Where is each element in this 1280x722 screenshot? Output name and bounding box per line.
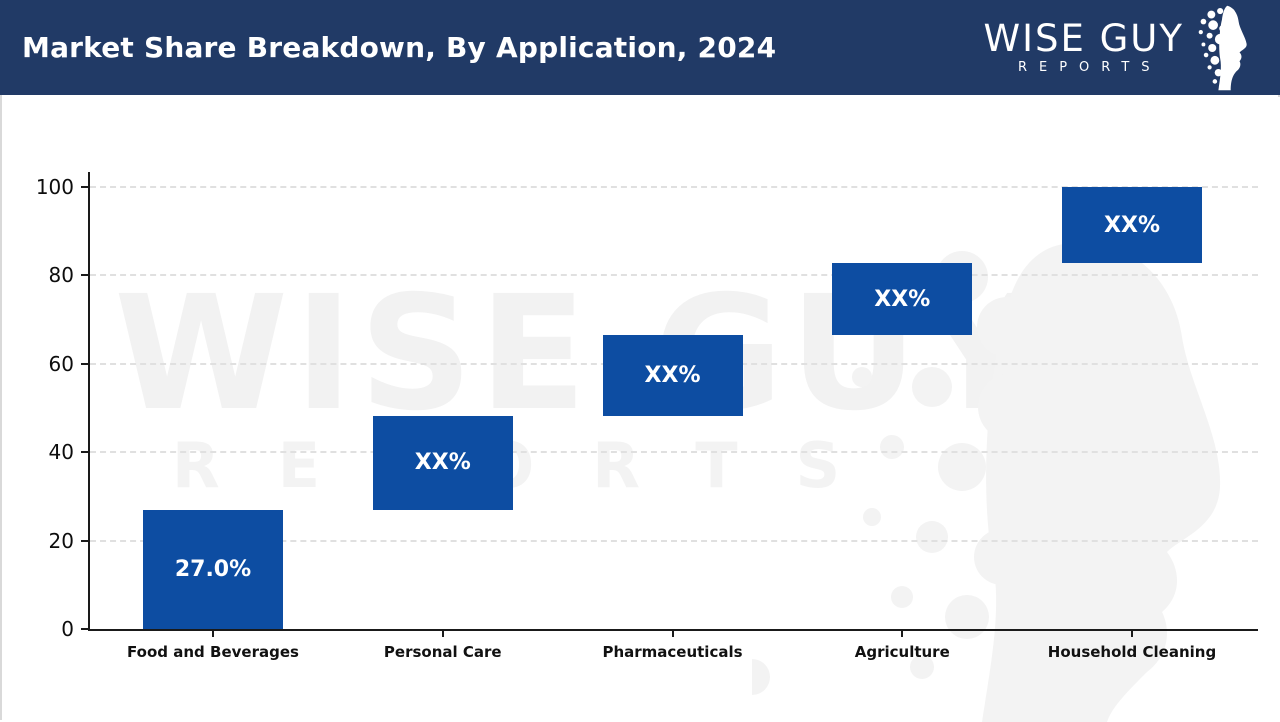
y-axis-tick-label: 20 (48, 528, 74, 553)
x-axis-category-label: Agriculture (854, 643, 950, 661)
y-axis-tick-label: 60 (48, 351, 74, 376)
logo-wordmark-text: WISE GUY (983, 17, 1184, 61)
x-axis-category-label: Pharmaceuticals (602, 643, 743, 661)
y-gridline (90, 274, 1258, 277)
bar-value-label: XX% (644, 363, 701, 388)
x-axis-tick (1131, 631, 1133, 637)
y-axis-tick (81, 451, 90, 454)
bar-value-label: XX% (1104, 212, 1160, 238)
y-axis-tick (81, 274, 90, 277)
x-axis-tick (671, 631, 674, 637)
x-axis-category-label: Household Cleaning (1047, 643, 1217, 661)
x-axis-category-label: Personal Care (383, 643, 502, 661)
y-axis-tick-label: 0 (61, 617, 74, 641)
x-axis-tick (212, 631, 214, 637)
x-axis-category-label: Food and Beverages (127, 643, 299, 661)
y-gridline (90, 451, 1258, 454)
chart-area: WISE GUY REPORTS 0 20 40 60 80 100 27.0% Food a… (2, 97, 1280, 722)
waterfall-bar: 27.0% (143, 509, 283, 629)
y-axis-tick (81, 628, 90, 630)
y-gridline (90, 539, 1258, 542)
plot-area: 0 20 40 60 80 100 27.0% Food and Beverages XX% Pe… (2, 97, 1280, 722)
y-axis-tick (81, 362, 90, 365)
bar-value-label: XX% (874, 286, 931, 312)
header-bar: Market Share Breakdown, By Application, … (0, 0, 1280, 95)
waterfall-bar: XX% (602, 335, 743, 416)
waterfall-bar: XX% (832, 263, 973, 336)
logo-subtitle-text: REPORTS (1017, 59, 1162, 75)
bar-value-label: XX% (414, 450, 471, 476)
y-axis-line (88, 172, 90, 631)
x-axis-line (88, 629, 1258, 631)
y-axis-tick-label: 80 (48, 263, 74, 288)
x-axis-tick (901, 631, 904, 637)
brand-logo: WISE GUY REPORTS (984, 4, 1256, 92)
y-axis-tick-label: 100 (35, 175, 74, 199)
logo-wordmark: WISE GUY REPORTS (983, 17, 1184, 75)
y-gridline (90, 186, 1258, 188)
y-axis-tick-label: 40 (48, 440, 74, 465)
bar-value-label: 27.0% (174, 556, 252, 582)
waterfall-bar: XX% (372, 415, 513, 510)
chart-title: Market Share Breakdown, By Application, … (22, 31, 777, 64)
x-axis-tick (441, 631, 444, 637)
y-axis-tick (81, 186, 90, 188)
waterfall-bar: XX% (1062, 187, 1202, 264)
logo-face-icon (1198, 5, 1247, 90)
y-axis-tick (81, 539, 90, 542)
